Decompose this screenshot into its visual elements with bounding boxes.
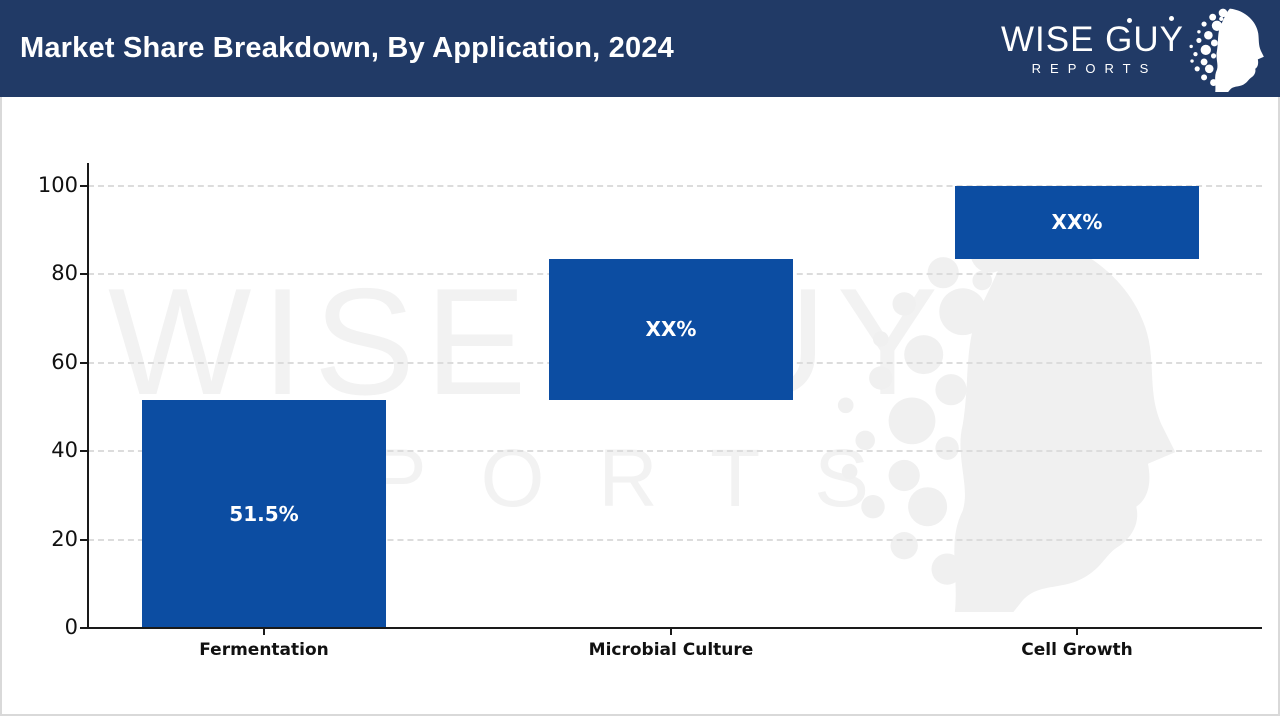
x-axis-tick-mark <box>670 629 672 635</box>
x-axis-category-label: Microbial Culture <box>588 640 754 660</box>
y-axis-line <box>87 163 89 628</box>
y-axis-tick-label: 40 <box>51 438 78 462</box>
letter-dot-icon <box>1169 15 1174 21</box>
watermark-wordmark: WISE GUY <box>108 257 949 427</box>
y-axis-tick-mark <box>80 627 87 629</box>
y-axis-tick-mark <box>80 184 87 187</box>
y-axis-tick-label: 80 <box>51 261 78 285</box>
letter-dot-icon <box>1127 17 1132 23</box>
logo-text: WISE GUY REPORTS <box>1000 15 1184 76</box>
x-axis-category-label: Cell Growth <box>1021 640 1133 660</box>
y-axis-tick-label: 0 <box>64 615 78 639</box>
logo-wordmark: WISE GUY <box>1000 19 1184 59</box>
y-axis-tick-mark <box>80 538 87 541</box>
bar-value-label: 51.5% <box>229 502 299 527</box>
logo-head-icon <box>1180 6 1266 92</box>
x-axis-category-label: Fermentation <box>199 640 329 660</box>
x-axis-tick-mark <box>263 629 265 635</box>
x-axis-tick-mark <box>1076 629 1078 635</box>
y-axis-tick-label: 20 <box>51 526 78 551</box>
watermark-head-icon <box>795 222 1185 612</box>
gridline-40 <box>88 450 1262 452</box>
page-title: Market Share Breakdown, By Application, … <box>20 32 674 64</box>
bar-value-label: XX% <box>1051 210 1103 234</box>
gridline-20 <box>88 538 1262 541</box>
logo-reports-text: REPORTS <box>1031 60 1158 76</box>
y-axis-tick-label: 60 <box>51 349 78 374</box>
x-axis-line <box>87 627 1262 629</box>
bar-value-label: XX% <box>645 317 697 342</box>
bar-microbial-culture: XX% <box>549 258 793 401</box>
bar-fermentation: 51.5% <box>142 400 386 628</box>
y-axis-tick-mark <box>80 450 87 452</box>
bar-cell-growth: XX% <box>955 185 1199 259</box>
header-bar: Market Share Breakdown, By Application, … <box>0 0 1280 97</box>
wise-guy-reports-logo: WISE GUY REPORTS <box>1001 0 1280 97</box>
y-axis-tick-mark <box>80 273 87 275</box>
y-axis-tick-mark <box>80 361 87 364</box>
y-axis-tick-label: 100 <box>37 172 78 197</box>
gridline-100 <box>88 184 1262 187</box>
